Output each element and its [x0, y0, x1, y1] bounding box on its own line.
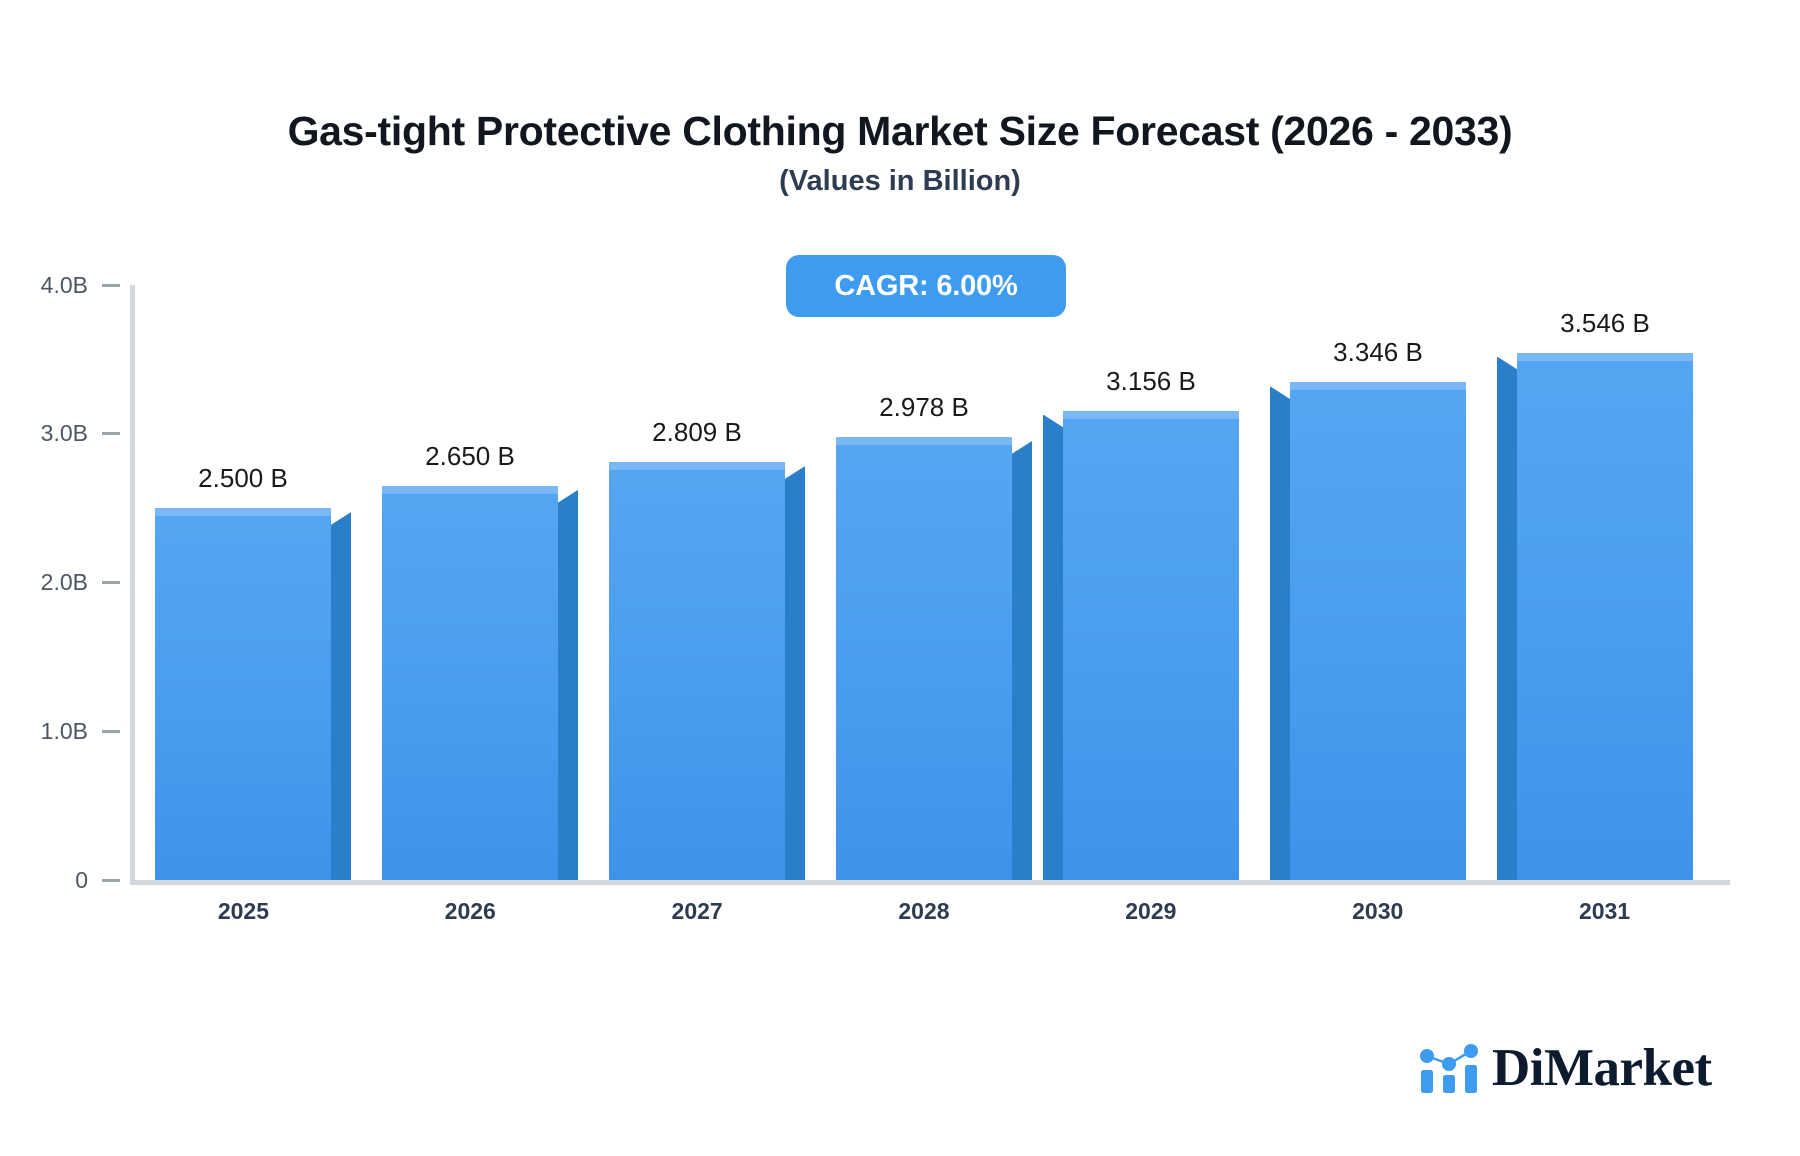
- chart-subtitle: (Values in Billion): [779, 165, 1021, 197]
- bar-top-edge: [382, 485, 558, 494]
- bar-face: [1290, 382, 1466, 880]
- bar-chart-icon: [1420, 1043, 1478, 1093]
- bar-value-label: 3.346 B: [1333, 337, 1423, 368]
- bar[interactable]: [1497, 345, 1693, 880]
- cagr-badge: CAGR: 6.00%: [786, 255, 1066, 317]
- logo-wordmark: DiMarket: [1492, 1039, 1712, 1097]
- y-axis-tick: 1.0B: [0, 717, 130, 744]
- bar-value-label: 3.156 B: [1106, 365, 1196, 396]
- x-axis-tick-label: 2028: [898, 898, 950, 924]
- y-axis-tick-label: 3.0B: [40, 420, 88, 447]
- bar-side-panel: [1043, 414, 1065, 880]
- x-axis-tick-label: 2031: [1578, 898, 1631, 924]
- bar-value-label: 2.978 B: [879, 392, 969, 423]
- bar-top-edge: [1517, 352, 1693, 361]
- bar-top-edge: [836, 437, 1012, 446]
- cagr-badge-label: CAGR: 6.00%: [834, 269, 1018, 302]
- x-axis-tick-label: 2027: [671, 898, 723, 924]
- bar-value-label: 3.546 B: [1560, 307, 1650, 338]
- bar-value-label: 2.809 B: [652, 417, 742, 448]
- bar[interactable]: [609, 454, 805, 880]
- bar-top-edge: [1063, 410, 1239, 419]
- bar-face: [155, 508, 331, 880]
- x-axis-line: [130, 880, 1730, 885]
- x-axis-tick-label: 2025: [217, 898, 269, 924]
- bar-side-panel: [1270, 386, 1292, 880]
- bar-side-panel: [783, 466, 805, 880]
- bar-face: [609, 462, 785, 880]
- y-axis-tick-mark: [102, 878, 120, 882]
- y-axis-tick: 3.0B: [0, 420, 130, 447]
- chart-title: Gas-tight Protective Clothing Market Siz…: [287, 108, 1513, 154]
- bar-top-edge: [609, 462, 785, 471]
- y-axis-tick-label: 2.0B: [40, 569, 88, 595]
- bar-side-panel: [1010, 441, 1032, 880]
- y-axis-tick-label: 4.0B: [40, 271, 88, 298]
- bar-face: [1517, 352, 1693, 880]
- bar-face: [382, 485, 558, 880]
- bar-value-label: 2.650 B: [425, 440, 515, 471]
- y-axis-tick-mark: [102, 283, 120, 287]
- dimarket-logo: DiMarket: [1418, 1042, 1712, 1095]
- y-axis-tick-mark: [102, 581, 120, 584]
- bar[interactable]: [382, 478, 578, 880]
- bar-side-panel: [329, 512, 351, 880]
- bar[interactable]: [155, 500, 351, 880]
- y-axis-tick: 4.0B: [0, 271, 130, 298]
- y-axis-tick-mark: [102, 729, 120, 733]
- x-axis-tick-label: 2029: [1125, 898, 1177, 924]
- y-axis-tick-mark: [102, 432, 120, 436]
- y-axis-tick-label: 0: [75, 866, 88, 893]
- bar-top-edge: [1290, 382, 1466, 391]
- bar-side-panel: [556, 489, 578, 880]
- bar-top-edge: [155, 508, 331, 517]
- bar-value-label: 2.500 B: [198, 463, 288, 494]
- bar[interactable]: [836, 429, 1032, 880]
- y-axis-line: [130, 285, 135, 885]
- x-axis-tick-label: 2030: [1352, 898, 1404, 924]
- bar-face: [1063, 410, 1239, 880]
- bar[interactable]: [1043, 403, 1239, 880]
- bar[interactable]: [1270, 374, 1466, 880]
- y-axis-tick-label: 1.0B: [40, 717, 88, 744]
- bar-side-panel: [1497, 356, 1519, 880]
- bar-face: [836, 437, 1012, 880]
- x-axis-tick-label: 2026: [444, 898, 496, 924]
- y-axis-tick: 0: [0, 866, 130, 893]
- y-axis-tick: 2.0B: [0, 569, 130, 595]
